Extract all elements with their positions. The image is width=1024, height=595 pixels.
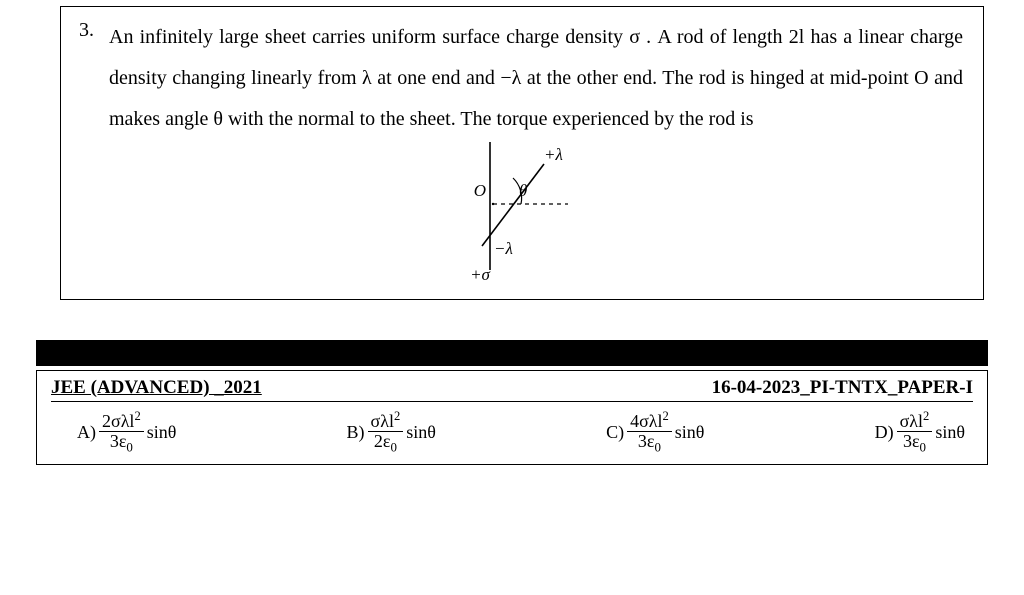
svg-text:+σ: +σ bbox=[470, 265, 490, 282]
option-b-tail: sinθ bbox=[406, 422, 436, 443]
option-c-num: 4σλl bbox=[630, 411, 662, 431]
rod-sheet-diagram: +λ −λ Oθ +σ bbox=[446, 142, 586, 282]
answer-box: JEE (ADVANCED) _2021 16-04-2023_PI-TNTX_… bbox=[36, 370, 988, 465]
option-c: C) 4σλl2 3ε0 sinθ bbox=[606, 410, 704, 454]
option-c-label: C) bbox=[606, 422, 624, 443]
svg-text:O: O bbox=[474, 181, 486, 200]
option-a-fraction: 2σλl2 3ε0 bbox=[99, 410, 144, 454]
question-line-4: experienced by the rod is bbox=[553, 108, 754, 130]
svg-text:θ: θ bbox=[519, 181, 527, 200]
option-c-den-sub: 0 bbox=[654, 439, 660, 454]
option-b-label: B) bbox=[347, 422, 365, 443]
option-a-label: A) bbox=[77, 422, 96, 443]
option-a-num-sup: 2 bbox=[134, 409, 140, 423]
separator-bar bbox=[36, 340, 988, 366]
answer-header: JEE (ADVANCED) _2021 16-04-2023_PI-TNTX_… bbox=[51, 377, 973, 402]
svg-text:+λ: +λ bbox=[544, 145, 563, 164]
svg-text:−λ: −λ bbox=[494, 239, 513, 258]
option-b-den-sub: 0 bbox=[390, 439, 396, 454]
paper-id: 16-04-2023_PI-TNTX_PAPER-I bbox=[712, 377, 973, 399]
option-d-tail: sinθ bbox=[935, 422, 965, 443]
option-a-den-sub: 0 bbox=[126, 439, 132, 454]
option-d-num-sup: 2 bbox=[923, 409, 929, 423]
option-b-num-sup: 2 bbox=[394, 409, 400, 423]
option-d-den: 3ε bbox=[903, 431, 920, 451]
option-c-den: 3ε bbox=[638, 431, 655, 451]
question-text: An infinitely large sheet carries unifor… bbox=[109, 17, 963, 140]
option-a: A) 2σλl2 3ε0 sinθ bbox=[77, 410, 176, 454]
option-d-label: D) bbox=[875, 422, 894, 443]
option-b-den: 2ε bbox=[374, 431, 391, 451]
option-c-num-sup: 2 bbox=[663, 409, 669, 423]
option-a-tail: sinθ bbox=[147, 422, 177, 443]
option-b: B) σλl2 2ε0 sinθ bbox=[347, 410, 436, 454]
option-a-num: 2σλl bbox=[102, 411, 134, 431]
options-row: A) 2σλl2 3ε0 sinθ B) σλl2 2ε0 sinθ C) 4σ… bbox=[51, 410, 973, 454]
exam-title: JEE (ADVANCED) _2021 bbox=[51, 377, 262, 399]
question-line-1: An infinitely large sheet carries unifor… bbox=[109, 26, 852, 48]
option-d: D) σλl2 3ε0 sinθ bbox=[875, 410, 965, 454]
question-box: 3. An infinitely large sheet carries uni… bbox=[60, 6, 984, 300]
option-d-num: σλl bbox=[900, 411, 923, 431]
option-a-den: 3ε bbox=[110, 431, 127, 451]
option-b-num: σλl bbox=[371, 411, 394, 431]
option-d-den-sub: 0 bbox=[920, 439, 926, 454]
option-c-tail: sinθ bbox=[675, 422, 705, 443]
option-b-fraction: σλl2 2ε0 bbox=[368, 410, 404, 454]
diagram-container: +λ −λ Oθ +σ bbox=[69, 142, 963, 287]
option-d-fraction: σλl2 3ε0 bbox=[897, 410, 933, 454]
question-number: 3. bbox=[79, 19, 94, 42]
option-c-fraction: 4σλl2 3ε0 bbox=[627, 410, 672, 454]
